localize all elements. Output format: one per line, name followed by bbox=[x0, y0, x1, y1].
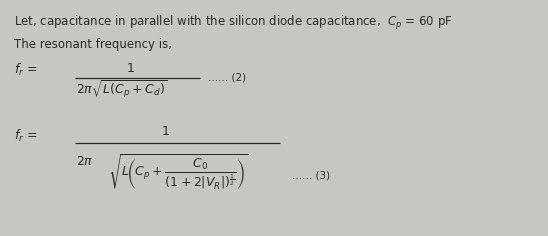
Text: $1$: $1$ bbox=[161, 125, 169, 138]
Text: $2\pi$: $2\pi$ bbox=[76, 155, 94, 168]
Text: $f_r\,=$: $f_r\,=$ bbox=[14, 62, 38, 78]
Text: ...... (3): ...... (3) bbox=[292, 170, 330, 180]
Text: ...... (2): ...... (2) bbox=[208, 73, 246, 83]
Text: $2\pi\sqrt{L(C_p+C_d)}$: $2\pi\sqrt{L(C_p+C_d)}$ bbox=[76, 79, 168, 101]
Text: $1$: $1$ bbox=[125, 62, 134, 75]
Text: $f_r\,=$: $f_r\,=$ bbox=[14, 128, 38, 144]
Text: The resonant frequency is,: The resonant frequency is, bbox=[14, 38, 172, 51]
Text: Let, capacitance in parallel with the silicon diode capacitance,  $C_p$ = 60 pF: Let, capacitance in parallel with the si… bbox=[14, 14, 453, 32]
Text: $\sqrt{L\!\left(C_p+\dfrac{C_0}{(1+2|V_R|)^{\frac{1}{2}}}\right)}$: $\sqrt{L\!\left(C_p+\dfrac{C_0}{(1+2|V_R… bbox=[108, 152, 249, 192]
